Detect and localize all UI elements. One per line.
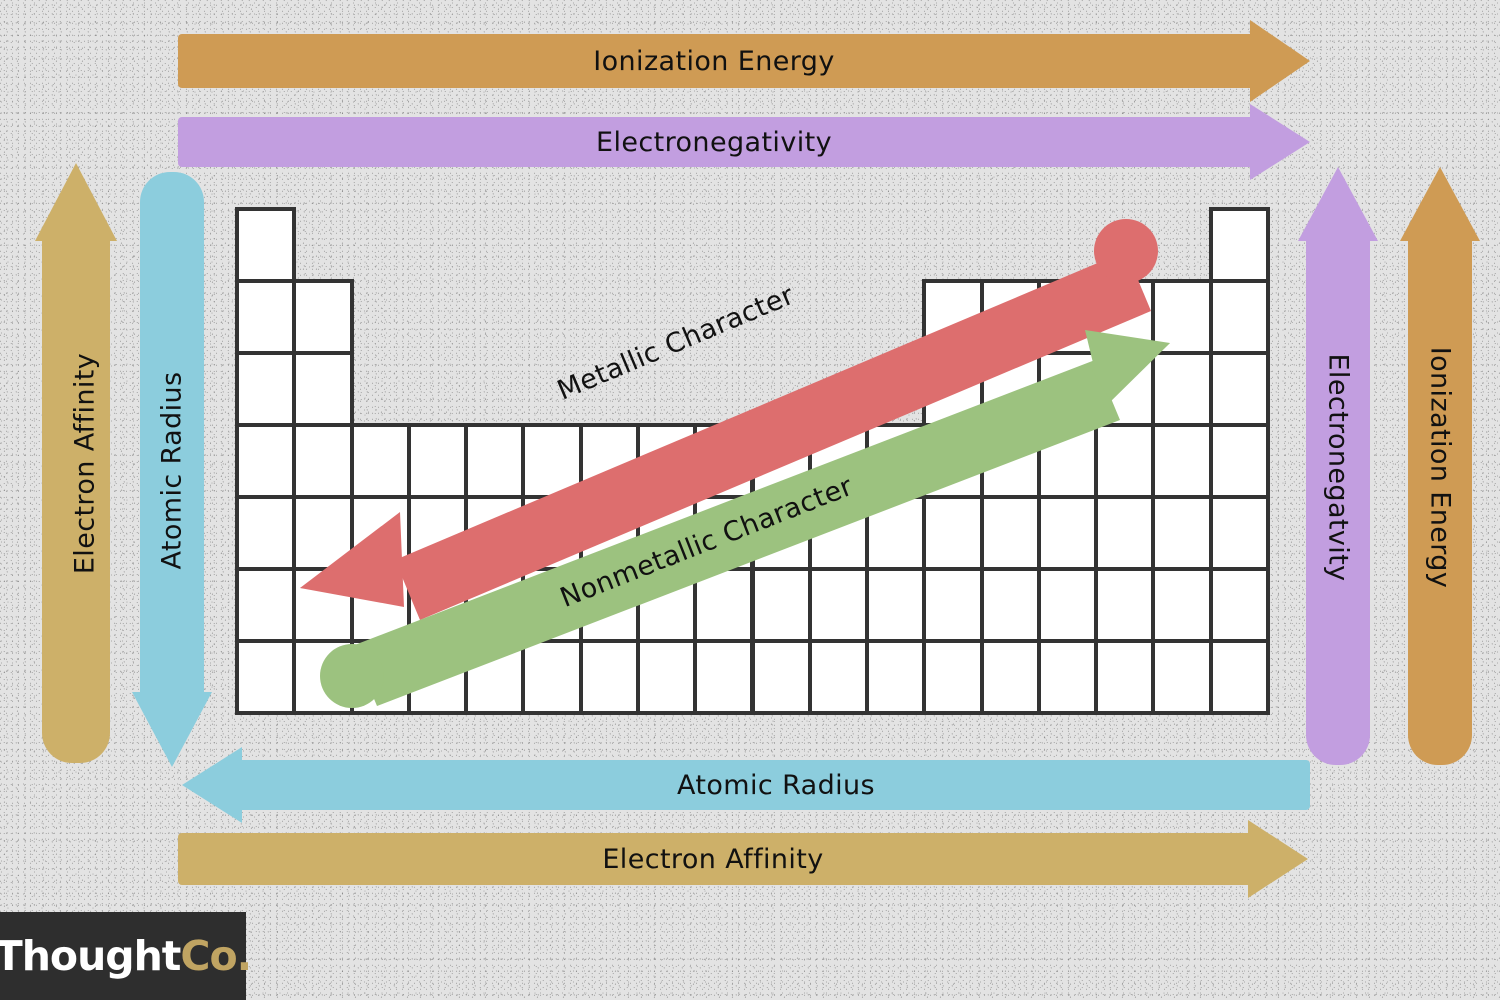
periodic-table-cell — [865, 495, 927, 571]
periodic-table-cell — [464, 567, 526, 643]
periodic-table-cell — [922, 495, 984, 571]
periodic-table-cell — [578, 423, 640, 499]
periodic-table-cell — [1151, 279, 1213, 355]
periodic-table-cell — [979, 495, 1041, 571]
periodic-table-cell — [1094, 351, 1156, 427]
periodic-table-cell — [235, 207, 297, 283]
periodic-table-cell — [1151, 423, 1213, 499]
periodic-table-cell — [349, 567, 411, 643]
periodic-table-cell — [1151, 567, 1213, 643]
electronegativity-right-label: Electronegatvity — [1322, 353, 1354, 582]
periodic-table-cell — [807, 567, 870, 643]
periodic-table-cell — [865, 639, 927, 715]
periodic-table-cell — [1036, 639, 1099, 715]
periodic-table-cell — [292, 639, 354, 715]
periodic-table-cell — [693, 567, 755, 643]
periodic-table-cell — [922, 639, 984, 715]
atomic-radius-bottom-label: Atomic Radius — [676, 770, 876, 801]
periodic-table-cell — [1208, 279, 1270, 355]
periodic-table-cell — [1151, 495, 1213, 571]
periodic-table-cell — [235, 639, 297, 715]
periodic-table-grid — [235, 207, 1270, 715]
periodic-table-cell — [1151, 639, 1213, 715]
periodic-table-cell — [292, 495, 354, 571]
electronegativity-top-label: Electronegativity — [596, 127, 832, 158]
periodic-table-cell — [807, 639, 870, 715]
periodic-table-cell — [979, 279, 1041, 355]
logo-text-primary: Thought — [0, 932, 181, 980]
periodic-table-cell — [349, 495, 411, 571]
periodic-table-cell — [865, 423, 927, 499]
periodic-table-cell — [922, 567, 984, 643]
periodic-table-cell — [750, 639, 812, 715]
periodic-table-cell — [521, 423, 583, 499]
logo-text-accent: Co. — [180, 932, 252, 980]
periodic-table-cell — [1094, 495, 1156, 571]
periodic-table-cell — [292, 279, 354, 355]
periodic-table-cell — [750, 567, 812, 643]
periodic-table-cell — [979, 423, 1041, 499]
periodic-table-cell — [235, 351, 297, 427]
periodic-table-cell — [1036, 279, 1099, 355]
periodic-table-cell — [635, 639, 698, 715]
periodic-table-cell — [979, 351, 1041, 427]
electron-affinity-bottom-label: Electron Affinity — [602, 844, 824, 875]
periodic-table-cell — [1036, 567, 1099, 643]
periodic-table-cell — [521, 639, 583, 715]
periodic-table-cell — [1094, 639, 1156, 715]
periodic-table-cell — [349, 639, 411, 715]
periodic-table-cell — [922, 423, 984, 499]
periodic-table-cell — [979, 639, 1041, 715]
periodic-table-cell — [292, 423, 354, 499]
periodic-table-cell — [922, 279, 984, 355]
periodic-table-cell — [1208, 207, 1270, 283]
periodic-table-cell — [1208, 423, 1270, 499]
periodic-table-cell — [1208, 639, 1270, 715]
periodic-table-cell — [635, 423, 698, 499]
arrow-head-left-icon — [182, 747, 242, 823]
ionization-energy-top-label: Ionization Energy — [593, 46, 835, 77]
periodic-table-cell — [1208, 495, 1270, 571]
periodic-table-cell — [979, 567, 1041, 643]
periodic-table-cell — [1094, 567, 1156, 643]
periodic-table-cell — [693, 639, 755, 715]
atomic-radius-left-label: Atomic Radius — [156, 371, 188, 570]
electron-affinity-left-label: Electron Affinity — [69, 352, 101, 575]
periodic-table-cell — [406, 567, 469, 643]
periodic-table-cell — [1036, 423, 1099, 499]
arrow-head-right-icon — [1248, 820, 1308, 898]
periodic-table-cell — [1036, 351, 1099, 427]
periodic-table-cell — [1151, 351, 1213, 427]
periodic-table-cell — [292, 567, 354, 643]
periodic-table-cell — [406, 423, 469, 499]
periodic-table-cell — [464, 495, 526, 571]
periodic-table-cell — [235, 495, 297, 571]
periodic-table-cell — [922, 351, 984, 427]
periodic-table-cell — [235, 279, 297, 355]
periodic-table-cell — [693, 423, 755, 499]
periodic-table-cell — [464, 639, 526, 715]
periodic-table-cell — [1036, 495, 1099, 571]
periodic-table-cell — [1208, 567, 1270, 643]
ionization-energy-right-label: Ionization Energy — [1424, 346, 1456, 589]
thoughtco-logo: ThoughtCo. — [0, 912, 252, 1000]
periodic-table-cell — [406, 495, 469, 571]
periodic-table-cell — [521, 495, 583, 571]
periodic-table-cell — [1094, 279, 1156, 355]
periodic-table-cell — [464, 423, 526, 499]
periodic-table-cell — [292, 351, 354, 427]
periodic-table-cell — [1094, 423, 1156, 499]
arrow-head-right-icon — [1250, 20, 1310, 102]
periodic-table-cell — [406, 639, 469, 715]
periodic-table-cell — [1208, 351, 1270, 427]
periodic-table-cell — [578, 639, 640, 715]
periodic-table-cell — [865, 567, 927, 643]
periodic-table-cell — [235, 567, 297, 643]
periodic-table-cell — [235, 423, 297, 499]
periodic-table-cell — [349, 423, 411, 499]
